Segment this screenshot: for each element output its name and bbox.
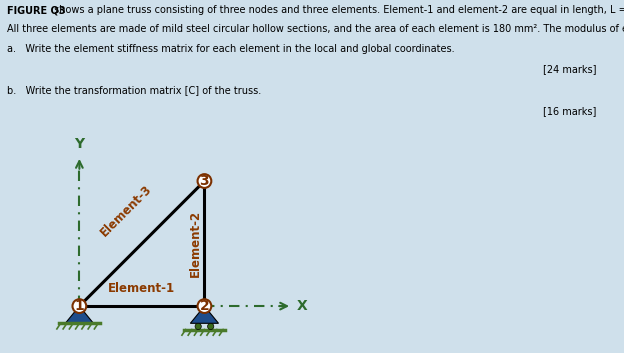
- Text: Element-1: Element-1: [109, 282, 175, 295]
- Text: Y: Y: [74, 137, 84, 151]
- Text: FIGURE Q3: FIGURE Q3: [7, 5, 66, 15]
- Text: a.   Write the element stiffness matrix for each element in the local and global: a. Write the element stiffness matrix fo…: [7, 44, 455, 54]
- Text: b.   Write the transformation matrix [C] of the truss.: b. Write the transformation matrix [C] o…: [7, 85, 261, 95]
- Circle shape: [195, 323, 202, 330]
- Text: All three elements are made of mild steel circular hollow sections, and the area: All three elements are made of mild stee…: [7, 24, 624, 34]
- Circle shape: [198, 174, 212, 188]
- Text: [16 marks]: [16 marks]: [543, 106, 597, 116]
- Polygon shape: [190, 306, 218, 323]
- Text: 3: 3: [200, 174, 209, 188]
- Text: shows a plane truss consisting of three nodes and three elements. Element-1 and : shows a plane truss consisting of three …: [51, 5, 624, 15]
- Polygon shape: [66, 306, 94, 323]
- Text: Element-2: Element-2: [188, 210, 202, 277]
- Text: [24 marks]: [24 marks]: [543, 64, 597, 74]
- Circle shape: [72, 299, 86, 313]
- Text: 2: 2: [200, 299, 209, 313]
- Text: 1: 1: [74, 299, 84, 313]
- Circle shape: [198, 299, 212, 313]
- Text: X: X: [296, 299, 308, 313]
- Text: Element-3: Element-3: [98, 182, 155, 239]
- Circle shape: [208, 323, 214, 330]
